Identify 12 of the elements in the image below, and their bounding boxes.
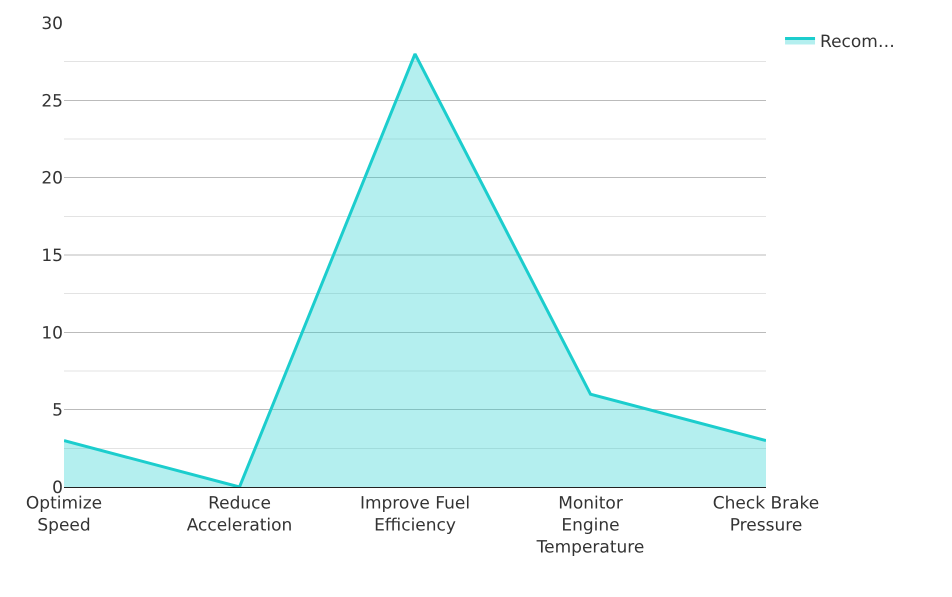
x-tick-label: Reduce Acceleration [186, 493, 292, 536]
x-tick-label: Check Brake Pressure [712, 493, 820, 536]
legend-label: Recom… [820, 32, 895, 52]
y-tick-label: 30 [41, 14, 63, 34]
y-tick-label: 5 [52, 400, 63, 421]
x-tick-label: Optimize Speed [26, 493, 102, 536]
y-tick-label: 25 [41, 91, 63, 112]
x-tick-label: Monitor Engine Temperature [536, 493, 644, 558]
y-tick-label: 15 [41, 246, 63, 266]
x-tick-label: Improve Fuel Efficiency [360, 493, 470, 536]
y-tick-label: 10 [41, 323, 63, 344]
y-tick-label: 20 [41, 168, 63, 189]
